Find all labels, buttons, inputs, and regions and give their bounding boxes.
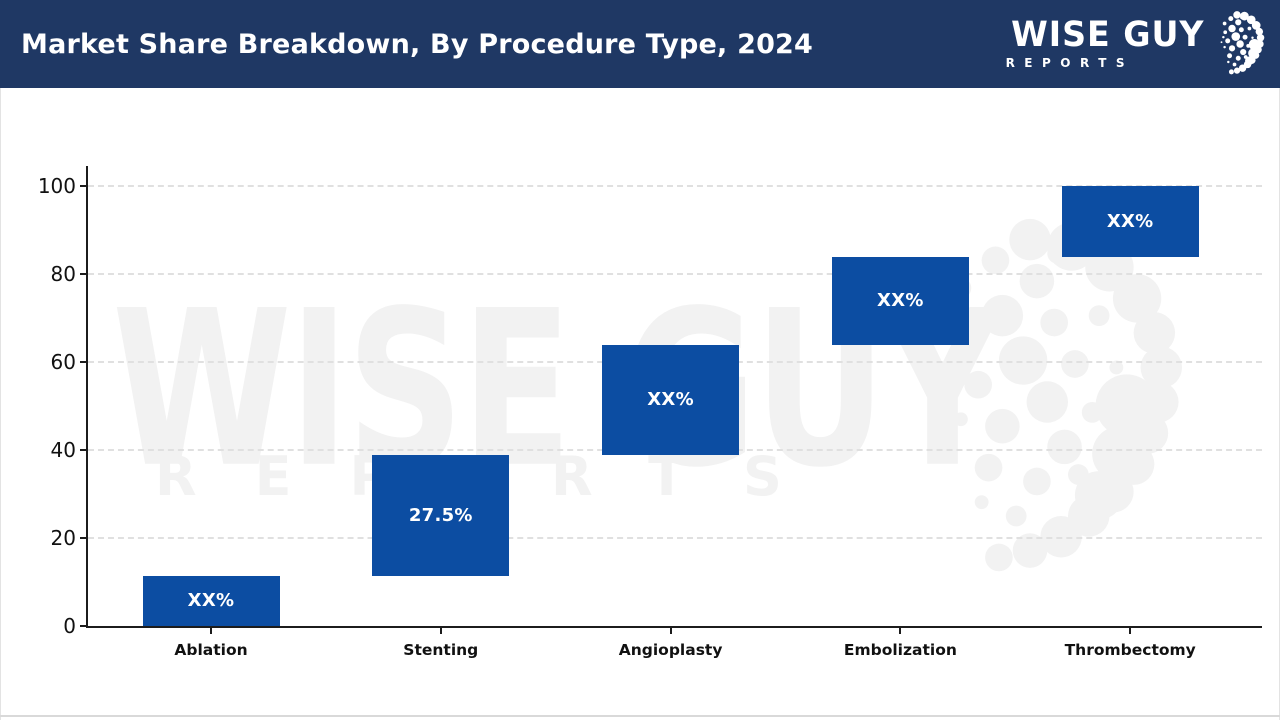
x-tick-label-embolization: Embolization [843,641,957,659]
y-tick-mark-40 [80,449,87,451]
y-tick-mark-60 [80,361,87,363]
bar-embolization: XX% [831,256,969,345]
y-tick-label-100: 100 [37,174,76,198]
y-tick-mark-100 [80,185,87,187]
x-axis-spine [86,626,1262,628]
bar-value-label-stenting: 27.5% [408,504,473,526]
wiseguy-logo: WISE GUY REPORTS [1001,4,1268,84]
x-tick-mark-ablation [210,628,212,634]
logo-subtitle: REPORTS [1005,56,1135,70]
y-axis-spine [86,166,88,628]
logo-wordmark: WISE GUY [1010,15,1204,55]
bar-angioplasty: XX% [602,344,740,455]
bar-value-label-ablation: XX% [187,590,235,612]
gridline-20 [88,537,1262,539]
bar-value-label-angioplasty: XX% [647,389,694,411]
left-frame-line [0,88,1,720]
x-tick-label-thrombectomy: Thrombectomy [1064,641,1196,659]
y-tick-mark-20 [80,537,87,539]
bar-ablation: XX% [142,575,280,626]
gridline-80 [88,273,1262,275]
watermark-face-icon [938,218,1182,572]
y-tick-mark-80 [80,273,87,275]
bar-stenting: 27.5% [372,454,510,576]
bar-value-label-embolization: XX% [877,290,924,312]
x-tick-mark-embolization [899,628,902,634]
wiseguy-face-logo-icon [1220,11,1265,75]
x-tick-mark-angioplasty [669,628,672,634]
y-tick-label-20: 20 [50,526,76,550]
x-tick-label-angioplasty: Angioplasty [618,641,723,659]
x-tick-label-ablation: Ablation [174,641,248,659]
y-tick-mark-0 [80,625,87,627]
x-tick-mark-stenting [439,628,442,634]
y-tick-label-80: 80 [50,262,76,286]
bar-thrombectomy: XX% [1061,186,1199,257]
x-tick-label-stenting: Stenting [403,641,479,659]
wiseguy-logo-text: WISE GUY REPORTS [1001,15,1204,71]
gridline-100 [88,185,1262,187]
header-bar: Market Share Breakdown, By Procedure Typ… [0,0,1280,88]
bar-value-label-thrombectomy: XX% [1106,210,1154,232]
bottom-frame-line [0,715,1280,717]
chart-title: Market Share Breakdown, By Procedure Typ… [21,28,814,60]
y-tick-label-60: 60 [50,350,76,374]
y-tick-label-0: 0 [63,614,76,638]
x-tick-mark-thrombectomy [1129,628,1132,634]
y-tick-label-40: 40 [50,438,76,462]
